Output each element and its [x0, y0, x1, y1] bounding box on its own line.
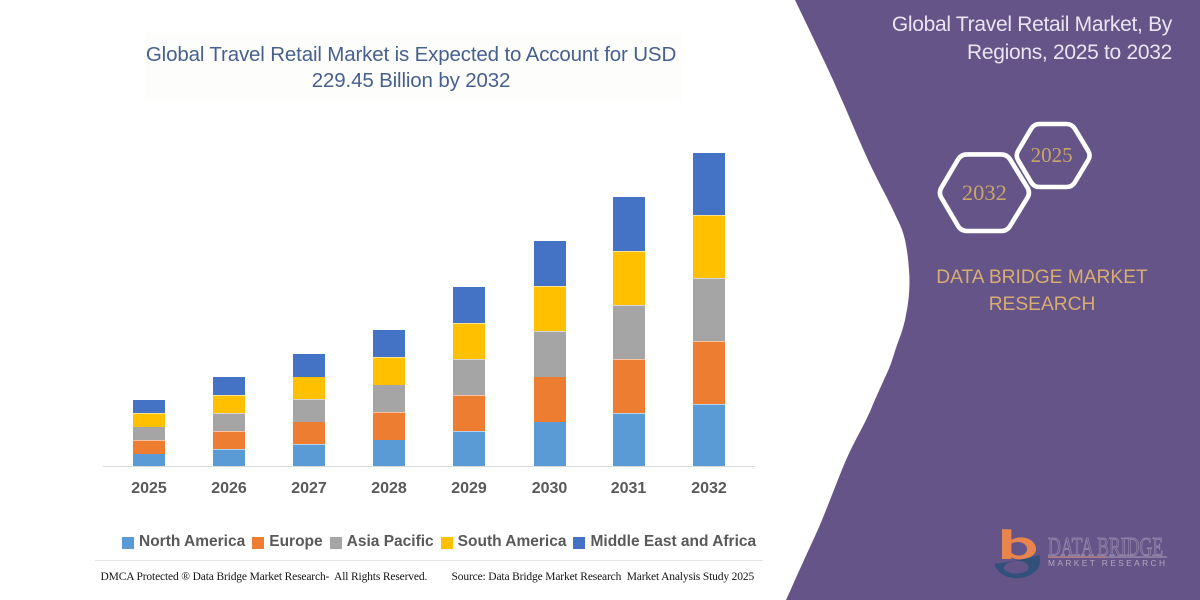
svg-text:2025: 2025	[1031, 143, 1073, 167]
svg-text:2032: 2032	[962, 180, 1007, 205]
svg-text:MARKET RESEARCH: MARKET RESEARCH	[1048, 558, 1165, 568]
